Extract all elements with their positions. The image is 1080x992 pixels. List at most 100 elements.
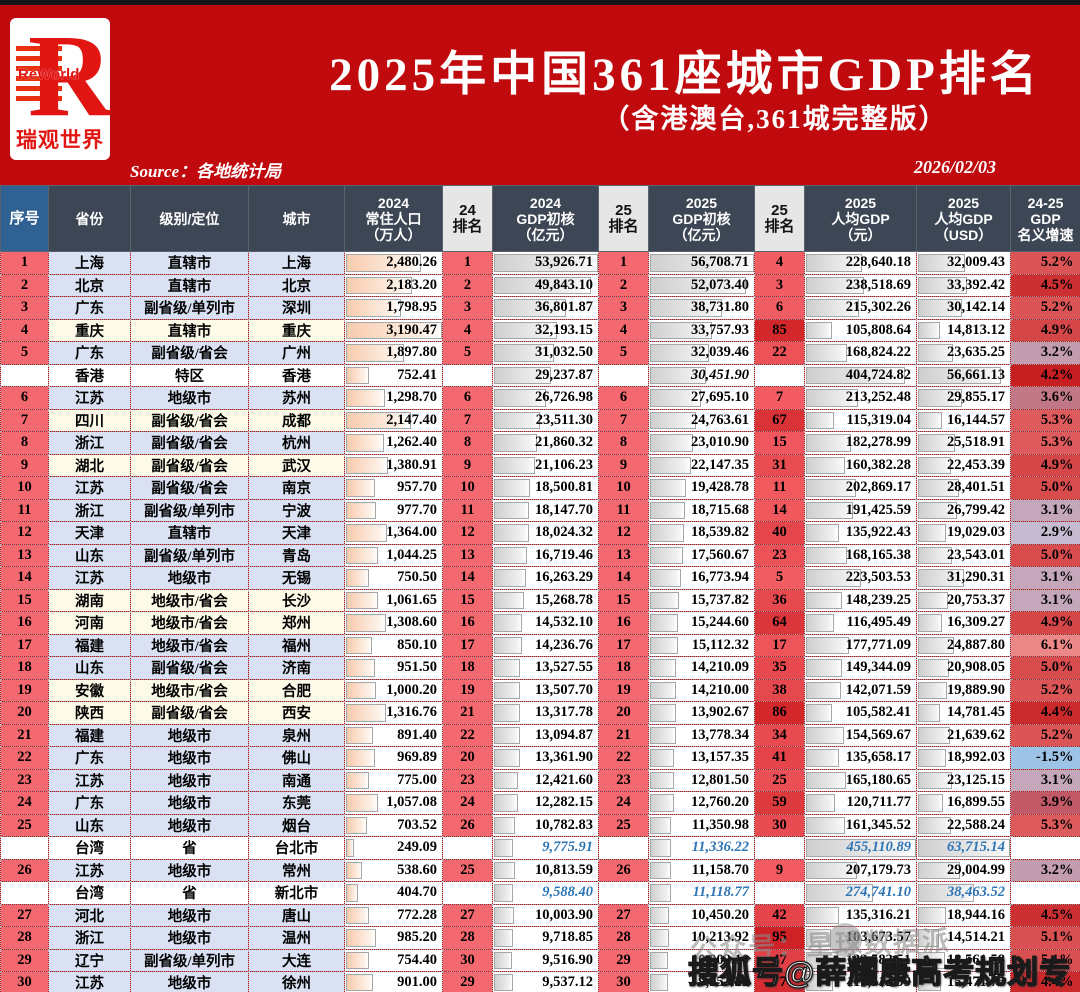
cell-rank24: 4 <box>442 318 493 342</box>
cell-rank24: 23 <box>442 768 493 792</box>
cell-level: 地级市 <box>130 903 249 927</box>
cell-pop: 1,044.25 <box>344 543 443 567</box>
cell-city: 宁波 <box>248 498 345 522</box>
cell-province: 浙江 <box>48 926 131 949</box>
data-bar <box>346 749 376 767</box>
cell-city: 青岛 <box>248 543 345 567</box>
data-bar <box>918 614 942 632</box>
cell-rank24: 15 <box>442 588 493 612</box>
cell-gdp25: 32,039.46 <box>648 341 755 364</box>
cell-province: 广东 <box>48 791 131 814</box>
cell-province: 安徽 <box>48 678 131 702</box>
data-bar <box>806 434 851 452</box>
cell-pop: 1,798.95 <box>344 296 443 319</box>
data-bar <box>806 321 832 339</box>
cell-pc-cny: 115,319.04 <box>804 408 917 432</box>
cell-rank-percapita: 86 <box>754 701 805 724</box>
table-row: 25 山东 地级市 烟台 703.52 26 10,782.83 25 11,350.98 30 1… <box>0 813 1080 837</box>
cell-rank25: 5 <box>598 341 649 364</box>
data-bar <box>346 816 368 834</box>
cell-rank25: 17 <box>598 633 649 657</box>
cell-growth: 5.2% <box>1010 251 1080 274</box>
table-row: 23 江苏 地级市 南通 775.00 23 12,421.60 23 12,801.50 25 1… <box>0 768 1080 792</box>
cell-rank24: 29 <box>442 971 493 992</box>
cell-city: 合肥 <box>248 678 345 702</box>
data-bar <box>494 614 523 632</box>
data-bar <box>918 299 962 317</box>
cell-rank-percapita: 5 <box>754 566 805 589</box>
table-row: 5 广东 副省级/省会 广州 1,897.80 5 31,032.50 5 32,039.46 2… <box>0 341 1080 364</box>
cell-pop: 1,298.70 <box>344 386 443 409</box>
cell-seq: 14 <box>0 566 49 589</box>
data-bar <box>650 456 692 474</box>
cell-province: 广东 <box>48 296 131 319</box>
table-row: 11 浙江 副省级/单列市 宁波 977.70 11 18,147.70 11 18,715.6… <box>0 498 1080 522</box>
cell-rank25: 18 <box>598 656 649 679</box>
cell-growth: 3.1% <box>1010 498 1080 522</box>
cell-gdp24: 13,361.90 <box>492 746 599 769</box>
cell-rank-percapita: 6 <box>754 296 805 319</box>
table-row: 26 江苏 地级市 常州 538.60 25 10,813.59 26 11,158.70 9 20… <box>0 858 1080 882</box>
cell-level: 地级市 <box>130 768 249 792</box>
cell-gdp25: 12,801.50 <box>648 768 755 792</box>
cell-pc-usd: 33,392.42 <box>916 273 1011 297</box>
cell-gdp25: 10,213.92 <box>648 926 755 949</box>
cell-city: 佛山 <box>248 746 345 769</box>
data-bar <box>494 321 557 339</box>
data-bar <box>346 771 370 789</box>
cell-rank-percapita <box>754 363 805 387</box>
data-bar <box>918 389 962 407</box>
cell-gdp24: 10,813.59 <box>492 858 599 882</box>
cell-gdp25: 9,957.22 <box>648 971 755 992</box>
cell-pc-cny: 404,724.82 <box>804 363 917 387</box>
cell-rank24: 9 <box>442 453 493 477</box>
cell-rank-percapita: 15 <box>754 431 805 454</box>
table-row: 台湾省台北市 249.09 9,775.91 11,336.22 455,110.89 6… <box>0 836 1080 859</box>
data-bar <box>494 749 521 767</box>
cell-rank-percapita: 23 <box>754 543 805 567</box>
cell-city: 南通 <box>248 768 345 792</box>
data-bar <box>806 771 847 789</box>
cell-rank24: 20 <box>442 746 493 769</box>
cell-province: 台湾 <box>48 881 131 904</box>
cell-level: 副省级/省会 <box>130 408 249 432</box>
cell-gdp25: 56,708.71 <box>648 251 755 274</box>
data-bar <box>918 861 961 879</box>
cell-rank25: 26 <box>598 858 649 882</box>
data-bar <box>806 749 840 767</box>
data-bar <box>650 749 675 767</box>
cell-pc-cny: 135,922.43 <box>804 521 917 544</box>
cell-pc-usd: 26,799.42 <box>916 498 1011 522</box>
data-bar <box>918 546 953 564</box>
cell-rank25: 24 <box>598 791 649 814</box>
data-bar <box>650 254 754 272</box>
data-bar <box>806 681 841 699</box>
cell-pop: 750.50 <box>344 566 443 589</box>
data-bar <box>346 344 404 362</box>
data-bar <box>650 974 669 991</box>
cell-pc-cny: 165,180.65 <box>804 768 917 792</box>
data-bar <box>650 479 686 497</box>
cell-growth: 4.5% <box>1010 273 1080 297</box>
cell-city: 大连 <box>248 948 345 972</box>
data-bar <box>806 524 840 542</box>
data-bar <box>806 974 833 991</box>
cell-pc-cny: 105,582.41 <box>804 701 917 724</box>
cell-rank25: 14 <box>598 566 649 589</box>
cell-pop: 901.00 <box>344 971 443 992</box>
cell-city: 天津 <box>248 521 345 544</box>
cell-growth <box>1010 881 1080 904</box>
cell-gdp24: 31,032.50 <box>492 341 599 364</box>
cell-level: 直辖市 <box>130 251 249 274</box>
cell-rank-percapita: 59 <box>754 791 805 814</box>
cell-rank25: 6 <box>598 386 649 409</box>
cell-gdp24: 13,507.70 <box>492 678 599 702</box>
cell-rank-percapita: 4 <box>754 251 805 274</box>
cell-pc-cny: 168,165.38 <box>804 543 917 567</box>
data-bar <box>650 614 679 632</box>
data-bar <box>806 839 916 857</box>
data-bar <box>806 704 832 722</box>
data-bar <box>494 906 514 924</box>
cell-pop: 1,364.00 <box>344 521 443 544</box>
source-label: Source：各地统计局 <box>130 162 282 181</box>
